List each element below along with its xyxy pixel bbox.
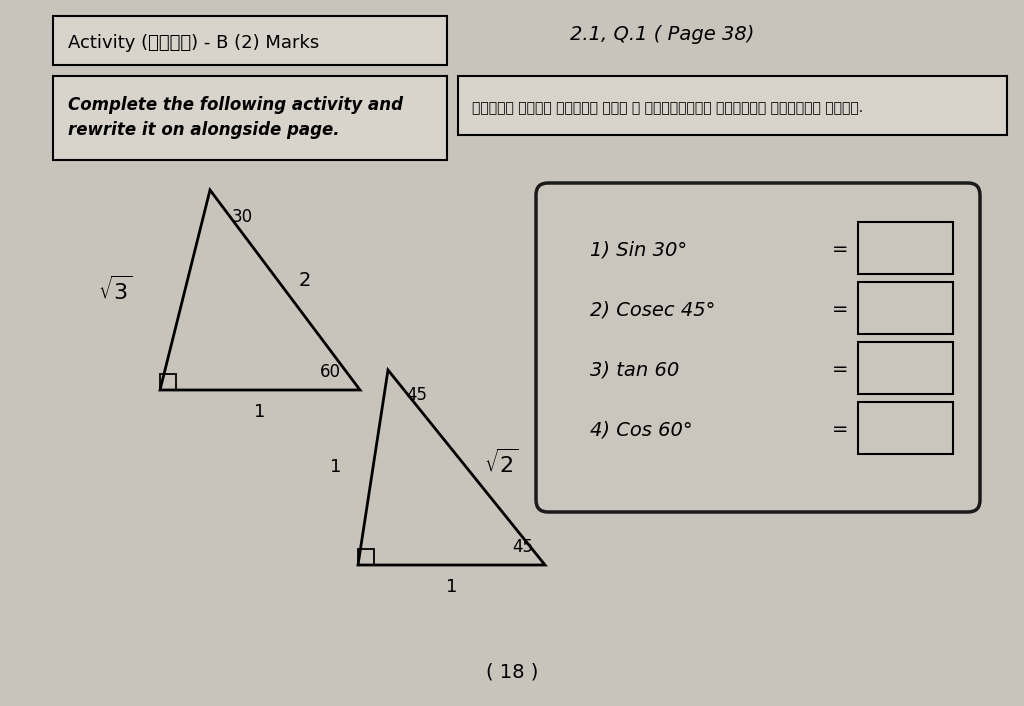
Text: ( 18 ): ( 18 ) xyxy=(485,662,539,681)
Text: rewrite it on alongside page.: rewrite it on alongside page. xyxy=(68,121,340,139)
FancyBboxPatch shape xyxy=(53,16,447,65)
Text: 1: 1 xyxy=(445,578,457,596)
Text: खालील कृती पूर्ण करा व बाजूच्या पानावर पुन्हा लिहा.: खालील कृती पूर्ण करा व बाजूच्या पानावर प… xyxy=(472,101,863,115)
Text: Complete the following activity and: Complete the following activity and xyxy=(68,96,403,114)
Text: =: = xyxy=(831,301,848,320)
Text: 3) tan 60: 3) tan 60 xyxy=(590,361,679,380)
Bar xyxy=(858,222,953,274)
Bar xyxy=(358,549,374,565)
Text: $\sqrt{2}$: $\sqrt{2}$ xyxy=(484,448,519,477)
FancyBboxPatch shape xyxy=(53,76,447,160)
Text: 2) Cosec 45°: 2) Cosec 45° xyxy=(590,301,716,320)
Text: 1: 1 xyxy=(254,403,265,421)
Text: =: = xyxy=(831,361,848,380)
Bar xyxy=(858,342,953,394)
Text: 45: 45 xyxy=(512,538,534,556)
Text: 2.1, Q.1 ( Page 38): 2.1, Q.1 ( Page 38) xyxy=(570,25,755,44)
FancyBboxPatch shape xyxy=(458,76,1007,135)
Text: 4) Cos 60°: 4) Cos 60° xyxy=(590,421,692,440)
Text: 1: 1 xyxy=(331,458,342,477)
Bar xyxy=(858,282,953,334)
Text: Activity (कृती) - B (2) Marks: Activity (कृती) - B (2) Marks xyxy=(68,34,319,52)
Bar xyxy=(858,402,953,454)
Text: =: = xyxy=(831,421,848,440)
Text: 2: 2 xyxy=(299,270,311,289)
Text: 60: 60 xyxy=(319,363,341,381)
Bar xyxy=(160,374,176,390)
Text: 45: 45 xyxy=(406,386,427,404)
Text: =: = xyxy=(831,241,848,260)
Text: $\sqrt{3}$: $\sqrt{3}$ xyxy=(97,276,132,304)
Text: 30: 30 xyxy=(232,208,253,226)
Text: 1) Sin 30°: 1) Sin 30° xyxy=(590,241,687,260)
FancyBboxPatch shape xyxy=(536,183,980,512)
